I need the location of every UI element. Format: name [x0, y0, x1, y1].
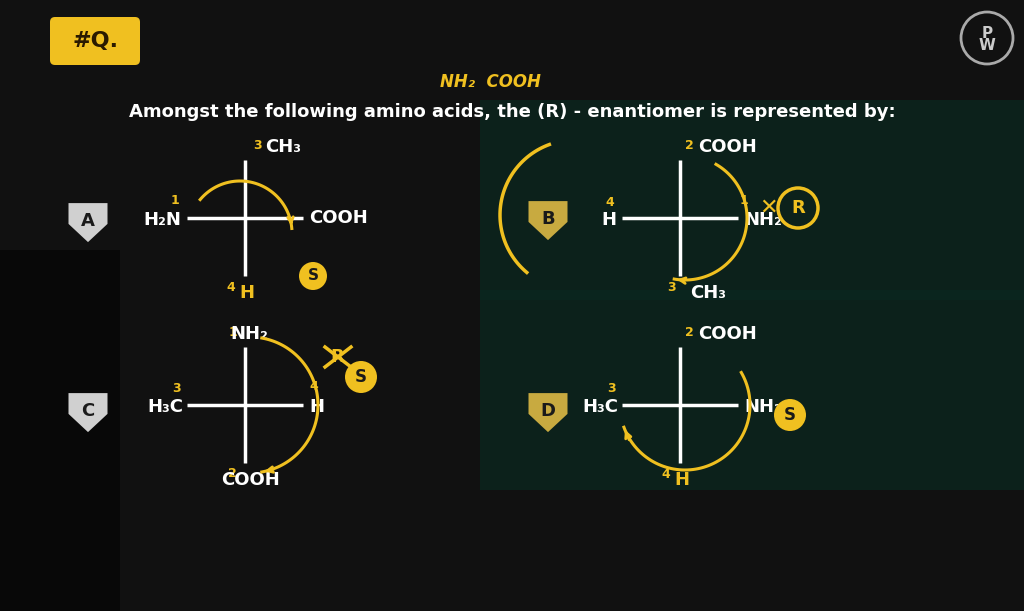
- Text: NH₂: NH₂: [744, 211, 782, 229]
- Text: A: A: [81, 212, 95, 230]
- Text: 4: 4: [226, 281, 236, 294]
- Text: S: S: [784, 406, 796, 424]
- Circle shape: [774, 399, 806, 431]
- Text: CH₃: CH₃: [690, 284, 726, 302]
- Text: #Q.: #Q.: [72, 31, 118, 51]
- Text: 1: 1: [228, 326, 237, 339]
- Text: H: H: [675, 471, 689, 489]
- Text: H₃C: H₃C: [147, 398, 183, 416]
- Text: 3: 3: [253, 139, 261, 152]
- Text: COOH: COOH: [698, 325, 757, 343]
- Bar: [0, 250, 120, 611]
- Text: 4: 4: [605, 196, 614, 208]
- Circle shape: [299, 262, 327, 290]
- Text: 2: 2: [228, 467, 237, 480]
- Text: H: H: [240, 284, 255, 302]
- Text: 2: 2: [685, 139, 693, 152]
- Text: B: B: [542, 210, 555, 229]
- Text: Amongst the following amino acids, the (R) - enantiomer is represented by:: Amongst the following amino acids, the (…: [129, 103, 895, 121]
- FancyBboxPatch shape: [50, 17, 140, 65]
- Text: CH₃: CH₃: [265, 138, 301, 156]
- Polygon shape: [528, 201, 567, 240]
- Text: H₂N: H₂N: [143, 211, 181, 229]
- Text: D: D: [541, 402, 555, 420]
- Polygon shape: [69, 393, 108, 432]
- Bar: [480, 290, 1024, 490]
- Text: S: S: [307, 268, 318, 284]
- Text: H₃C: H₃C: [582, 398, 618, 416]
- Text: 1: 1: [740, 194, 749, 207]
- Text: H: H: [601, 211, 616, 229]
- Polygon shape: [528, 393, 567, 432]
- Text: NH₂  COOH: NH₂ COOH: [439, 73, 541, 91]
- Text: 2: 2: [685, 326, 693, 339]
- Text: 3: 3: [607, 382, 616, 395]
- Text: 3: 3: [172, 382, 181, 395]
- Text: 4: 4: [309, 381, 317, 393]
- Text: COOH: COOH: [221, 471, 281, 489]
- Text: C: C: [81, 402, 94, 420]
- Text: 3: 3: [668, 281, 676, 294]
- Text: R: R: [330, 348, 344, 366]
- Text: 1: 1: [170, 194, 179, 207]
- Text: H: H: [309, 398, 324, 416]
- Text: NH₂: NH₂: [744, 398, 782, 416]
- Circle shape: [345, 361, 377, 393]
- Text: COOH: COOH: [309, 209, 368, 227]
- Text: R: R: [792, 199, 805, 217]
- Text: P: P: [981, 26, 992, 42]
- Text: 4: 4: [662, 468, 671, 481]
- Text: ✕: ✕: [759, 198, 777, 218]
- Text: S: S: [355, 368, 367, 386]
- Text: NH₂: NH₂: [230, 325, 268, 343]
- Polygon shape: [69, 203, 108, 242]
- Text: W: W: [979, 38, 995, 54]
- Bar: [480, 100, 1024, 300]
- Text: COOH: COOH: [698, 138, 757, 156]
